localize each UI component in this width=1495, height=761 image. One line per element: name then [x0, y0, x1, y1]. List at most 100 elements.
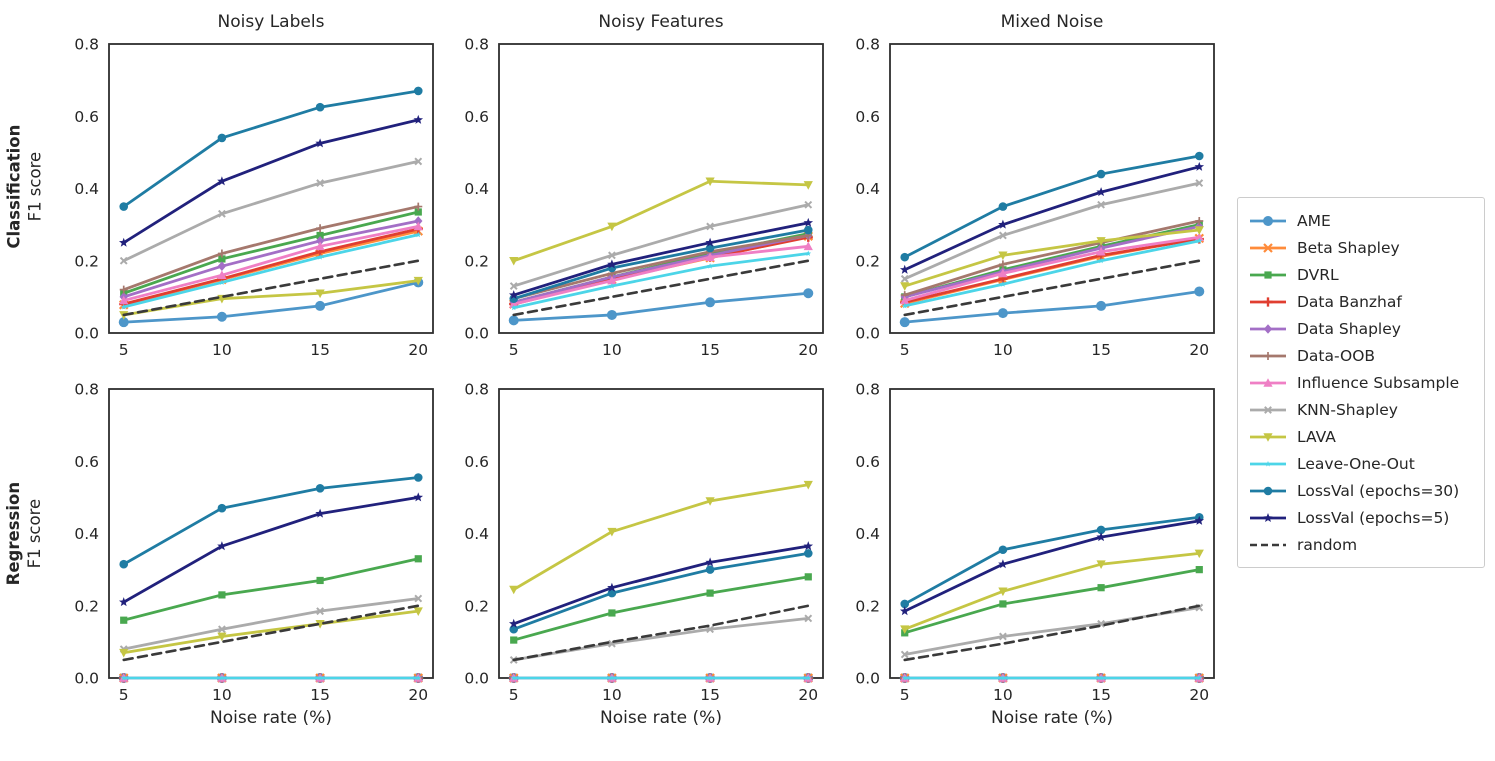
series-marker	[218, 279, 225, 285]
x-tick-label: 10	[212, 686, 232, 704]
series-marker	[900, 295, 910, 305]
series-marker	[1195, 217, 1204, 226]
x-tick-label: 5	[119, 686, 129, 704]
series-marker	[1263, 215, 1273, 226]
series-marker	[899, 317, 910, 328]
y-tick-label: 0.0	[464, 670, 489, 688]
series-marker	[899, 606, 910, 616]
series-marker	[1097, 200, 1105, 209]
x-tick-label: 10	[993, 341, 1013, 359]
series-marker	[607, 527, 617, 537]
series-marker	[999, 674, 1006, 681]
series-marker	[315, 620, 325, 629]
series-marker	[510, 636, 518, 644]
triangle-up-icon	[1250, 377, 1286, 387]
y-tick-label: 0.8	[74, 36, 99, 54]
y-tick-label: 0.0	[464, 325, 489, 343]
subplot-title-mixed-noise: Mixed Noise	[1000, 12, 1104, 32]
series-marker	[998, 202, 1008, 211]
series-marker	[217, 261, 227, 271]
series-marker	[509, 282, 518, 290]
series-marker	[803, 288, 814, 299]
series-marker	[1195, 566, 1203, 574]
series-marker	[705, 177, 715, 187]
series-marker	[1096, 560, 1106, 570]
series-marker	[1096, 237, 1106, 246]
series-marker	[1263, 512, 1273, 522]
y-tick-label: 0.4	[464, 525, 489, 543]
series-marker	[803, 480, 813, 490]
series-marker	[315, 289, 325, 299]
series-marker	[1263, 242, 1273, 253]
series-marker	[805, 674, 812, 681]
series-line-lossval-epochs-30-	[512, 551, 810, 631]
series-marker	[705, 557, 715, 567]
series-marker	[705, 497, 715, 506]
series-marker	[608, 251, 616, 260]
axes-box	[889, 43, 1215, 334]
series-marker	[217, 632, 227, 642]
series-marker	[997, 308, 1008, 319]
y-tick-label: 0.2	[855, 252, 880, 270]
series-line-data-oob	[122, 205, 420, 292]
series-marker	[1098, 257, 1105, 264]
y-tick-label: 0.4	[855, 180, 880, 198]
series-line-lossval-epochs-5-	[512, 221, 810, 297]
legend-entry-influence-subsample: Influence Subsample	[1248, 369, 1472, 396]
y-tick-label: 0.4	[74, 525, 99, 543]
series-marker	[315, 102, 325, 112]
series-line-influence-subsample	[903, 235, 1201, 302]
x-tick-label: 5	[119, 341, 129, 359]
x-tick-label: 20	[798, 341, 818, 359]
x-tick-label: 15	[310, 341, 330, 359]
series-marker	[119, 202, 129, 211]
series-line-data-banzhaf	[122, 227, 420, 306]
legend-entry-label: Beta Shapley	[1297, 238, 1400, 257]
subplot-classification-mixed-noise: 0.0 0.2 0.4 0.6 0.8 5 10 15 20	[855, 36, 1215, 359]
series-marker	[998, 251, 1008, 261]
series-marker	[998, 268, 1008, 278]
y-tick-label: 0.2	[464, 252, 489, 270]
legend-entry-data-shapley: Data Shapley	[1248, 315, 1472, 342]
row-label-bold: Classification	[4, 124, 24, 249]
series-line-ame	[122, 281, 420, 324]
series-marker	[707, 263, 714, 269]
series-marker	[900, 252, 910, 262]
series-line-random	[122, 604, 420, 662]
series-line-dvrl	[512, 575, 810, 642]
series-marker	[118, 237, 129, 247]
series-marker	[1096, 532, 1106, 542]
legend-entry-knn-shapley: KNN-Shapley	[1248, 396, 1472, 423]
series-marker	[414, 208, 422, 216]
x-tick-label: 20	[1189, 686, 1209, 704]
series-marker	[1194, 232, 1204, 242]
y-tick-label: 0.6	[855, 108, 880, 126]
series-marker	[999, 600, 1007, 608]
series-marker	[803, 241, 813, 251]
legend-entry-label: KNN-Shapley	[1297, 400, 1398, 419]
legend-entry-label: random	[1297, 535, 1358, 554]
series-marker	[217, 249, 226, 258]
series-marker	[803, 217, 814, 227]
series-marker	[1096, 187, 1106, 197]
series-marker	[805, 250, 812, 257]
series-marker	[1264, 405, 1272, 414]
series-line-lossval-epochs-30-	[122, 476, 420, 566]
x-tick-label: 15	[1091, 341, 1111, 359]
series-line-random	[903, 604, 1201, 662]
x-axis-label: Noise rate (%)	[210, 708, 332, 728]
series-marker	[998, 545, 1008, 555]
y-tick-label: 0.0	[855, 670, 880, 688]
series-line-lossval-epochs-30-	[903, 154, 1201, 259]
thin-plus-icon	[1250, 351, 1286, 360]
x-small-icon	[1250, 405, 1286, 414]
x-axis-label: Noise rate (%)	[600, 708, 722, 728]
series-marker	[414, 555, 422, 563]
series-line-knn-shapley	[903, 181, 1201, 281]
series-line-knn-shapley	[122, 160, 420, 263]
series-line-lossval-epochs-5-	[512, 544, 810, 626]
y-tick-label: 0.8	[464, 36, 489, 54]
legend: AME Beta Shapley DVRL Data Banzhaf Data Shap…	[1237, 197, 1485, 568]
subplot-classification-noisy-labels: 0.0 0.2 0.4 0.6 0.8 5 10 15 20	[74, 36, 434, 359]
series-marker	[218, 209, 226, 218]
